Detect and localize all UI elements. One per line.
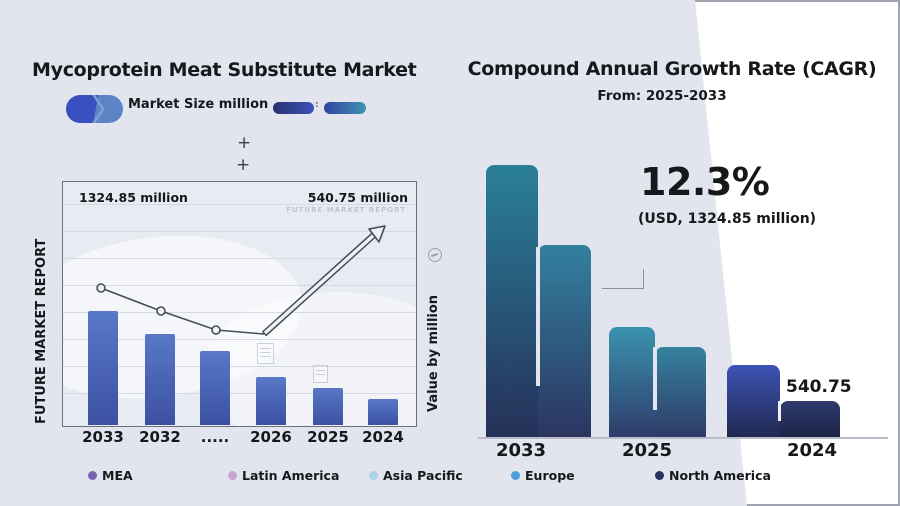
x-label-2024: 2024 (362, 428, 404, 446)
bar-2025 (313, 388, 343, 425)
value-label-2033: 1324.85 million (79, 190, 188, 205)
x-label-2026: 2026 (250, 428, 292, 446)
gridline (63, 312, 416, 313)
legend-label: MEA (102, 468, 133, 483)
gridline (63, 204, 416, 205)
value-label-2024: 540.75 million (307, 190, 408, 205)
legend-dot-icon (511, 471, 520, 480)
legend-dot-icon (655, 471, 664, 480)
x-label-2024: 2024 (786, 440, 838, 461)
bar-2032 (145, 334, 175, 425)
bar-..... (200, 351, 230, 425)
legend-dot-icon (88, 471, 97, 480)
bar-2033-2 (538, 245, 591, 437)
right-axis-label: Value by million (426, 294, 441, 412)
bar-2026 (256, 377, 286, 425)
right-chart-title: Compound Annual Growth Rate (CAGR) (467, 58, 877, 80)
ratio-separator: : (315, 100, 319, 110)
legend-label: Latin America (242, 468, 340, 483)
value-annotation-540: 540.75 (786, 377, 852, 397)
legend-label: North America (669, 468, 771, 483)
left-chart-panel: 1324.85 million 540.75 million FUTURE MA… (62, 181, 417, 427)
watermark-text: FUTURE MARKET REPORT (286, 206, 406, 214)
ratio-pill-right (324, 102, 366, 114)
market-size-label: Market Size million (128, 97, 269, 112)
x-label-2033: 2033 (495, 440, 547, 461)
bar-2024-1 (727, 365, 780, 437)
bar-2033-1 (486, 165, 538, 437)
bar-2025-1 (609, 327, 655, 437)
trend-line-arrow (96, 225, 386, 337)
right-chart-baseline (478, 437, 888, 439)
left-axis-label: FUTURE MARKET REPORT (34, 238, 49, 424)
logo-chevron-icon (92, 95, 105, 123)
right-chart-subtitle: From: 2025-2033 (597, 88, 727, 104)
brand-logo-icon (66, 95, 123, 123)
bar-2024-2 (780, 401, 840, 437)
step-decoration (602, 269, 644, 289)
gridline (63, 366, 416, 367)
legend-label: Asia Pacific (383, 468, 463, 483)
plus-icon: + (237, 133, 252, 153)
minus-circle-icon (428, 248, 442, 262)
x-label-2025: 2025 (621, 440, 673, 461)
ratio-pill-left (273, 102, 314, 114)
gridline (63, 285, 416, 286)
bar-2025-2 (655, 347, 706, 437)
legend-dot-icon (369, 471, 378, 480)
bar-gap (536, 247, 540, 386)
bar-2024 (368, 399, 398, 425)
left-chart-title: Mycoprotein Meat Substitute Market (32, 59, 417, 81)
plus-icon: + (236, 155, 251, 175)
bar-2033 (88, 311, 118, 425)
gridline (63, 258, 416, 259)
x-label-2033: 2033 (82, 428, 124, 446)
bar-gap (653, 347, 657, 410)
gridline (63, 339, 416, 340)
x-label-2025: 2025 (307, 428, 349, 446)
x-label-.....: ..... (200, 428, 230, 446)
cagr-detail: (USD, 1324.85 million) (638, 211, 817, 227)
bar-gap (778, 401, 781, 421)
gridline (63, 393, 416, 394)
legend-label: Europe (525, 468, 575, 483)
legend-dot-icon (228, 471, 237, 480)
document-watermark-icon (313, 365, 328, 383)
document-watermark-icon (257, 343, 274, 364)
x-label-2032: 2032 (139, 428, 181, 446)
cagr-value: 12.3% (640, 160, 770, 204)
gridline (63, 231, 416, 232)
